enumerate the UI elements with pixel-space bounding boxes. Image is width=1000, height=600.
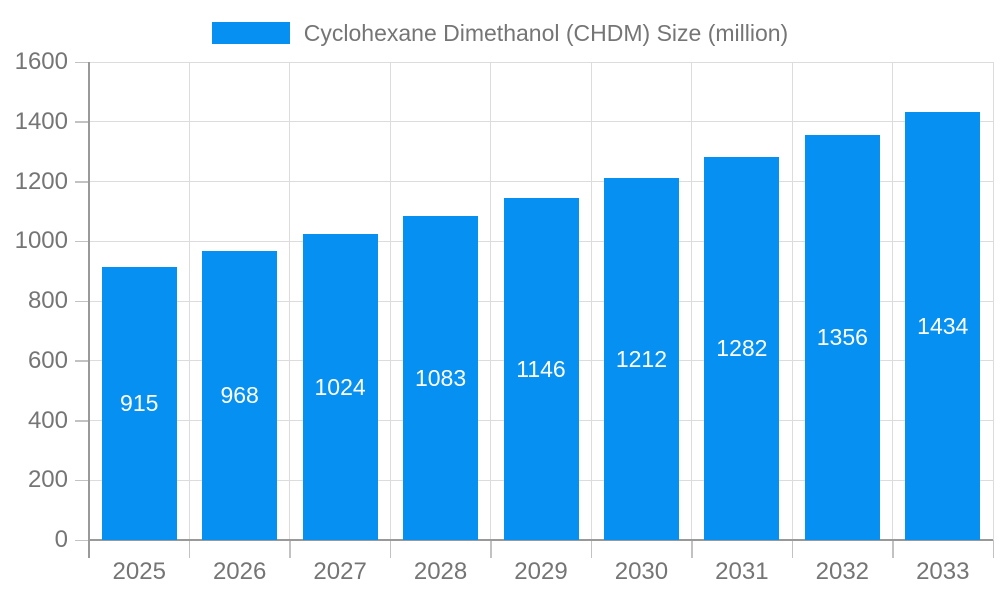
legend-label: Cyclohexane Dimethanol (CHDM) Size (mill… — [303, 20, 789, 46]
y-tick-label: 200 — [27, 466, 68, 494]
y-axis-tick — [75, 121, 89, 123]
bar-value-label: 968 — [220, 382, 259, 409]
x-tick-label: 2030 — [614, 558, 669, 585]
gridline-vertical — [289, 62, 291, 540]
bar: 968 — [202, 250, 278, 540]
gridline-vertical — [791, 62, 793, 540]
bar: 1024 — [302, 234, 378, 540]
bar-value-label: 1146 — [516, 355, 566, 382]
gridline-vertical — [188, 62, 190, 540]
x-tick-label: 2025 — [112, 558, 166, 585]
y-tick-label: 1600 — [14, 48, 68, 75]
x-tick-label: 2031 — [715, 558, 769, 585]
x-tick-label: 2033 — [916, 558, 970, 585]
bar: 1146 — [503, 197, 579, 540]
y-axis-tick — [75, 300, 89, 302]
x-axis-tick — [590, 540, 593, 558]
plot-area: 0 200 400 600 800 1000 1200 1400 1600 915 2025 968 2… — [15, 49, 994, 585]
y-axis-tick — [75, 539, 89, 541]
gridline-vertical — [992, 62, 994, 540]
bar-value-label: 1282 — [716, 335, 768, 362]
gridline-horizontal — [89, 121, 993, 123]
y-tick-label: 0 — [54, 526, 68, 553]
x-axis-tick — [289, 540, 291, 558]
x-axis-tick — [691, 540, 693, 558]
bar-value-label: 1212 — [615, 345, 668, 372]
x-axis-tick — [490, 540, 492, 558]
gridline-vertical — [490, 62, 492, 540]
bar-value-label: 1356 — [816, 324, 868, 351]
y-tick-label: 600 — [27, 346, 68, 374]
y-axis-tick — [75, 479, 89, 482]
y-axis-tick — [75, 420, 89, 422]
y-tick-label: 400 — [27, 406, 68, 434]
bar-value-label: 915 — [120, 390, 159, 417]
x-tick-label: 2026 — [212, 558, 267, 585]
gridline-horizontal — [89, 61, 993, 63]
legend-swatch — [211, 22, 290, 44]
bar-value-label: 1083 — [414, 365, 467, 392]
x-tick-label: 2029 — [514, 558, 568, 585]
x-tick-label: 2028 — [413, 558, 468, 585]
x-axis-tick — [188, 540, 191, 558]
x-axis-tick — [992, 540, 994, 558]
y-axis-tick — [75, 61, 89, 63]
bar: 915 — [101, 266, 177, 540]
x-axis-tick — [791, 540, 794, 558]
gridline-horizontal — [89, 181, 993, 182]
bar: 1356 — [804, 134, 880, 540]
x-axis-tick — [892, 540, 894, 558]
x-tick-label: 2027 — [313, 558, 367, 585]
bar-value-label: 1434 — [917, 312, 969, 339]
x-tick-label: 2032 — [815, 558, 870, 585]
legend[interactable]: Cyclohexane Dimethanol (CHDM) Size (mill… — [0, 19, 1000, 47]
gridline-vertical — [892, 62, 894, 540]
y-tick-label: 800 — [27, 287, 68, 314]
gridline-vertical — [590, 62, 592, 540]
bar-value-label: 1024 — [314, 374, 366, 401]
bar: 1212 — [603, 177, 679, 540]
y-tick-label: 1000 — [14, 227, 68, 255]
y-tick-label: 1200 — [14, 167, 68, 195]
bar: 1083 — [403, 216, 479, 540]
y-tick-label: 1400 — [14, 107, 68, 135]
bar: 1282 — [704, 157, 780, 540]
bar: 1434 — [905, 111, 981, 540]
y-axis-tick — [75, 181, 89, 183]
gridline-vertical — [389, 62, 391, 540]
y-axis-tick — [75, 360, 89, 362]
y-axis-line — [88, 62, 90, 558]
y-axis-tick — [75, 240, 89, 243]
gridline-vertical — [691, 62, 693, 540]
x-axis-tick — [389, 540, 392, 558]
